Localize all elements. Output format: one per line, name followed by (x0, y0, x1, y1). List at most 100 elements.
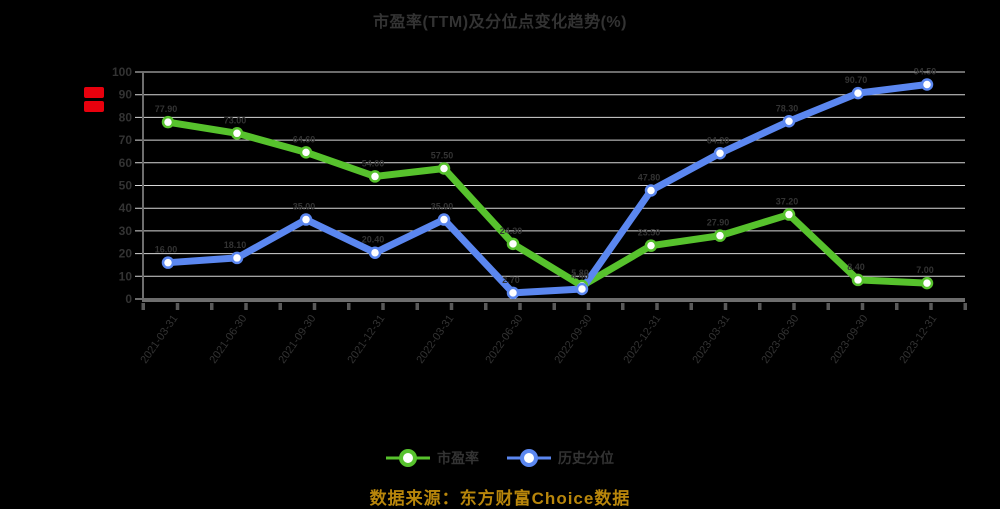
x-axis-tick (210, 303, 214, 310)
x-axis-tick (449, 303, 454, 310)
data-point-label: 18.10 (224, 240, 247, 250)
x-axis-tick (689, 303, 693, 310)
data-point-marker (713, 229, 727, 242)
legend-label: 市盈率 (437, 450, 479, 466)
data-point-label: 73.00 (224, 115, 247, 125)
x-axis-tick (552, 303, 556, 310)
watermark-text: 数据来源：东方财富Choice数据 (369, 489, 631, 508)
data-point-marker (644, 184, 658, 197)
x-axis-tick-label: 2021-06-30 (207, 313, 249, 366)
data-point-marker (782, 115, 796, 128)
x-axis-tick-label: 2022-12-31 (621, 313, 663, 366)
data-point-marker (161, 115, 175, 129)
legend-item-市盈率[interactable]: 市盈率 (386, 448, 479, 468)
y-axis-tick-label: 100 (112, 65, 132, 79)
legend-marker-icon (507, 449, 551, 467)
red-annotation-block (84, 101, 104, 112)
data-point-label: 47.80 (638, 172, 661, 182)
x-axis-tick (929, 303, 933, 310)
data-point-marker (644, 239, 658, 252)
x-axis-tick (586, 303, 591, 310)
x-axis-tick-label: 2023-06-30 (759, 313, 801, 366)
data-point-label: 23.50 (638, 228, 661, 238)
data-point-marker (782, 208, 796, 221)
data-point-label: 16.00 (155, 245, 178, 255)
data-point-marker (851, 273, 865, 287)
chart-legend: 市盈率 历史分位 (0, 445, 1000, 471)
data-point-marker (368, 246, 382, 259)
data-point-marker (506, 286, 520, 300)
x-axis-tick (484, 303, 488, 310)
data-point-label: 2.70 (502, 275, 520, 285)
data-point-label: 7.00 (916, 265, 934, 275)
y-axis-tick-label: 50 (119, 179, 133, 193)
x-axis-tick-label: 2023-12-31 (897, 313, 939, 366)
x-axis-tick (860, 303, 865, 310)
data-point-marker (437, 213, 451, 226)
data-point-label: 90.70 (845, 75, 868, 85)
data-point-marker (851, 86, 865, 100)
data-point-label: 57.50 (431, 150, 454, 160)
data-point-label: 64.20 (707, 135, 730, 145)
data-point-marker (506, 237, 520, 251)
x-axis-tick (141, 303, 145, 310)
x-axis-tick (175, 303, 180, 310)
data-point-label: 35.00 (293, 202, 316, 212)
data-point-label: 20.40 (362, 235, 385, 245)
data-point-label: 54.00 (362, 158, 385, 168)
x-axis-tick (758, 303, 762, 310)
x-axis-tick (621, 303, 625, 310)
x-axis-tick-label: 2022-09-30 (552, 313, 594, 366)
x-axis-tick (792, 303, 796, 310)
x-axis-tick-label: 2022-03-31 (414, 313, 456, 366)
x-axis-tick (278, 303, 282, 310)
data-point-marker (575, 282, 589, 296)
data-point-label: 37.20 (776, 197, 799, 207)
red-annotation-block (84, 87, 104, 98)
chart-title: 市盈率(TTM)及分位点变化趋势(%) (373, 14, 627, 31)
data-point-label: 64.60 (293, 134, 316, 144)
data-point-marker (920, 276, 934, 290)
x-axis-tick-label: 2021-03-31 (138, 313, 180, 366)
data-point-label: 35.00 (431, 202, 454, 212)
data-point-label: 8.40 (847, 262, 865, 272)
data-point-label: 94.50 (914, 66, 937, 76)
data-point-label: 24.30 (500, 226, 523, 236)
data-point-marker (230, 251, 244, 265)
x-axis-tick (518, 303, 522, 310)
x-axis-tick (381, 303, 385, 310)
x-axis-tick (963, 303, 967, 310)
data-point-label: 4.40 (571, 271, 589, 281)
y-axis-tick-label: 60 (119, 156, 133, 170)
x-axis-tick (244, 303, 248, 310)
data-point-marker (161, 256, 175, 269)
x-axis-tick (895, 303, 899, 310)
x-axis-tick (415, 303, 419, 310)
y-axis-tick-label: 70 (119, 133, 133, 147)
y-axis-tick-label: 20 (119, 247, 133, 261)
x-axis-tick (723, 303, 728, 310)
legend-marker-icon (386, 449, 430, 467)
x-axis-tick-label: 2021-12-31 (345, 313, 387, 366)
x-axis-tick-label: 2023-03-31 (690, 313, 732, 366)
y-axis-tick-label: 10 (119, 269, 133, 283)
x-axis-tick (312, 303, 317, 310)
data-point-label: 77.90 (155, 104, 178, 114)
data-point-marker (230, 127, 244, 140)
y-axis-tick-label: 30 (119, 224, 133, 238)
y-axis-tick-label: 40 (119, 201, 133, 215)
x-axis-tick-label: 2023-09-30 (828, 313, 870, 366)
data-point-label: 5.80 (571, 268, 589, 278)
red-annotation-icon (84, 87, 104, 112)
data-point-label: 27.90 (707, 218, 730, 228)
data-point-label: 78.30 (776, 103, 799, 113)
x-axis-tick (826, 303, 830, 310)
data-point-marker (299, 213, 313, 226)
x-axis-tick-label: 2022-06-30 (483, 313, 525, 366)
legend-item-历史分位[interactable]: 历史分位 (507, 448, 614, 468)
series-line-历史分位 (164, 80, 931, 297)
legend-label: 历史分位 (558, 450, 614, 466)
y-axis-tick-label: 90 (119, 88, 133, 102)
x-axis-tick-label: 2021-09-30 (276, 313, 318, 366)
data-point-marker (368, 170, 382, 183)
